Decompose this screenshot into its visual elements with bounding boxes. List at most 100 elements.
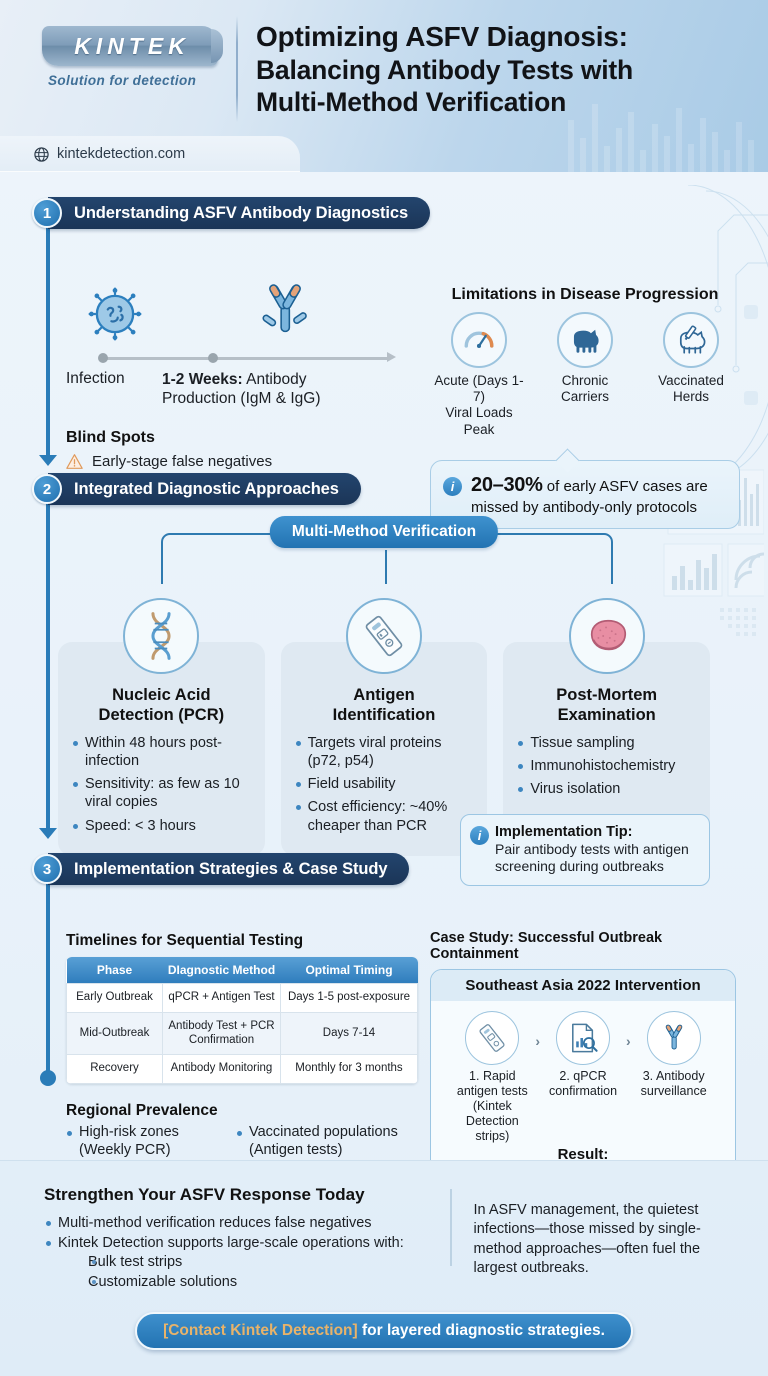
title-line-3: Multi-Method Verification xyxy=(256,86,567,117)
warning-icon xyxy=(66,453,83,470)
regional-prevalence-list: High-risk zones (Weekly PCR) Vaccinated … xyxy=(66,1124,418,1159)
dna-icon xyxy=(123,598,200,674)
gauge-icon xyxy=(451,312,507,368)
implementation-tip-title: Implementation Tip: xyxy=(495,823,633,840)
table-header-cell: Phase xyxy=(66,957,163,984)
result-title: Result: xyxy=(557,1146,609,1163)
table-cell: Monthly for 3 months xyxy=(280,1054,418,1085)
chevron-right-icon: › xyxy=(626,1033,631,1049)
table-cell: Antibody Monitoring xyxy=(162,1054,281,1085)
limitation-line-2: Carriers xyxy=(560,389,609,405)
method-bullet: Targets viral proteins (p72, p54) xyxy=(295,734,474,771)
test-strip-icon xyxy=(465,1011,520,1065)
footer-sub-bullet: Bulk test strips xyxy=(74,1253,434,1273)
table-header-cell: DIagnostic Method xyxy=(162,957,281,984)
section-3-title: Implementation Strategies & Case Study xyxy=(74,859,388,878)
blind-spot-item: Early-stage false negatives xyxy=(66,453,396,470)
rail-section-3 xyxy=(46,880,50,1076)
table-row: Recovery Antibody Monitoring Monthly for… xyxy=(66,1054,418,1085)
section-2-title: Integrated Diagnostic Approaches xyxy=(74,479,339,498)
hub-connectors xyxy=(161,533,613,584)
limitation-label: Acute (Days 1-7) Viral Loads Peak xyxy=(430,373,528,438)
website-url-bar[interactable]: kintekdetection.com xyxy=(0,136,300,172)
timelines-block: Timelines for Sequential Testing Phase D… xyxy=(66,932,418,1160)
multi-method-hub: Multi-Method Verification xyxy=(0,512,768,598)
globe-icon xyxy=(34,146,49,162)
method-bullet: Immunohistochemistry xyxy=(517,757,696,775)
info-icon: i xyxy=(470,825,489,845)
section-2: 2 Integrated Diagnostic Approaches Multi… xyxy=(0,472,768,886)
brand-logo[interactable]: KINTEK Solution for detection xyxy=(0,0,236,88)
case-study-steps: 1. Rapid antigen tests (Kintek Detection… xyxy=(431,1001,735,1144)
method-card-antigen: Antigen Identification Targets viral pro… xyxy=(280,598,488,856)
rail-dot-3 xyxy=(40,1070,56,1086)
timeline-stage-2-label: 1-2 Weeks: Antibody Production (IgM & Ig… xyxy=(162,370,377,409)
timeline-stage-1-label: Infection xyxy=(66,370,125,387)
section-1-title-pill: Understanding ASFV Antibody Diagnostics xyxy=(48,197,431,229)
footer-left: Strengthen Your ASFV Response Today Mult… xyxy=(44,1185,434,1292)
method-title-line-1: Nucleic Acid xyxy=(112,686,211,704)
limitations-block: Limitations in Disease Progression xyxy=(430,286,740,530)
table-cell: Mid-Outbreak xyxy=(66,1011,163,1056)
pig-icon xyxy=(557,312,613,368)
table-cell: Antibody Test + PCR Confirmation xyxy=(162,1011,281,1056)
page-title: Optimizing ASFV Diagnosis: Balancing Ant… xyxy=(256,0,647,118)
table-header-cell: Optimal Timing xyxy=(280,957,418,984)
limitation-line-1: Vaccinated xyxy=(658,373,724,388)
antibody-timeline: Infection 1-2 Weeks: Antibody Production… xyxy=(66,270,396,499)
tissue-icon xyxy=(568,598,645,674)
title-line-2: Balancing Antibody Tests with xyxy=(256,54,634,85)
method-card-title: Antigen Identification xyxy=(295,686,474,726)
implementation-tip-line-2: screening during outbreaks xyxy=(495,858,664,875)
table-cell: Recovery xyxy=(66,1054,163,1085)
timeline-stage-2-line2: Production (IgM & IgG) xyxy=(162,390,321,408)
stat-callout-text: 20–30% of early ASFV cases are missed by… xyxy=(471,472,727,518)
case-step-label: 2. qPCR confirmation xyxy=(548,1069,618,1098)
method-card-title: Nucleic Acid Detection (PCR) xyxy=(72,686,251,726)
table-row: Mid-Outbreak Antibody Test + PCR Confirm… xyxy=(66,1011,418,1056)
logo-tagline: Solution for detection xyxy=(48,73,197,88)
stat-rest: of early ASFV cases are xyxy=(542,477,708,495)
limitations-title: Limitations in Disease Progression xyxy=(451,286,719,303)
footer-bullet: Kintek Detection supports large-scale op… xyxy=(44,1234,434,1254)
table-header-row: Phase DIagnostic Method Optimal Timing xyxy=(66,957,418,984)
footer-sub-bullets: Bulk test strips Customizable solutions xyxy=(44,1253,434,1292)
method-bullet: Cost efficiency: ~40% cheaper than PCR xyxy=(295,798,474,835)
cta-rest-text: for layered diagnostic strategies. xyxy=(357,1322,605,1339)
section-3-number: 3 xyxy=(32,854,62,884)
limitation-label: Chronic Carriers xyxy=(536,373,634,405)
logo-plate: KINTEK xyxy=(42,26,223,66)
case-step-1: 1. Rapid antigen tests (Kintek Detection… xyxy=(449,1011,535,1144)
case-step-label: 1. Rapid antigen tests (Kintek Detection… xyxy=(456,1069,528,1143)
stat-line-2: missed by antibody-only protocols xyxy=(471,498,697,516)
method-bullet: Field usability xyxy=(295,775,474,793)
section-3-title-pill: Implementation Strategies & Case Study xyxy=(48,853,410,885)
qpcr-chart-icon xyxy=(556,1011,610,1065)
timeline-labels: Infection 1-2 Weeks: Antibody Production… xyxy=(66,370,396,409)
case-study-header: Southeast Asia 2022 Intervention xyxy=(431,970,735,1001)
case-study-title: Case Study: Successful Outbreak Containm… xyxy=(430,930,663,962)
table-cell: Days 1-5 post-exposure xyxy=(280,983,418,1013)
limitation-line-2: Viral Loads Peak xyxy=(445,405,513,437)
limitation-line-2: Herds xyxy=(672,389,709,405)
section-1-number: 1 xyxy=(32,198,62,228)
timeline-stage-2-rest: Antibody xyxy=(242,371,307,388)
method-card-pcr: Nucleic Acid Detection (PCR) Within 48 h… xyxy=(58,598,265,856)
timeline-icons xyxy=(66,270,396,348)
timeline-stage-2-bold: 1-2 Weeks: xyxy=(162,371,243,388)
contact-cta-button[interactable]: [Contact Kintek Detection] for layered d… xyxy=(135,1312,633,1350)
regional-item: High-risk zones (Weekly PCR) xyxy=(66,1124,216,1159)
method-card-title: Post-Mortem Examination xyxy=(517,686,696,726)
case-step-3: 3. Antibody surveillance xyxy=(631,1011,717,1099)
header-divider xyxy=(236,16,238,122)
case-step-label: 3. Antibody surveillance xyxy=(640,1069,707,1098)
section-1-title: Understanding ASFV Antibody Diagnostics xyxy=(74,203,409,222)
method-title-line-2: Examination xyxy=(557,705,656,724)
limitation-line-1: Chronic xyxy=(561,373,609,388)
method-bullet: Within 48 hours post-infection xyxy=(72,734,251,771)
vaccinated-pig-icon xyxy=(663,312,719,368)
antibody-icon xyxy=(646,1011,701,1065)
implementation-tip-line-1: Pair antibody tests with antigen xyxy=(495,840,689,857)
limitation-item-chronic: Chronic Carriers xyxy=(536,312,634,438)
